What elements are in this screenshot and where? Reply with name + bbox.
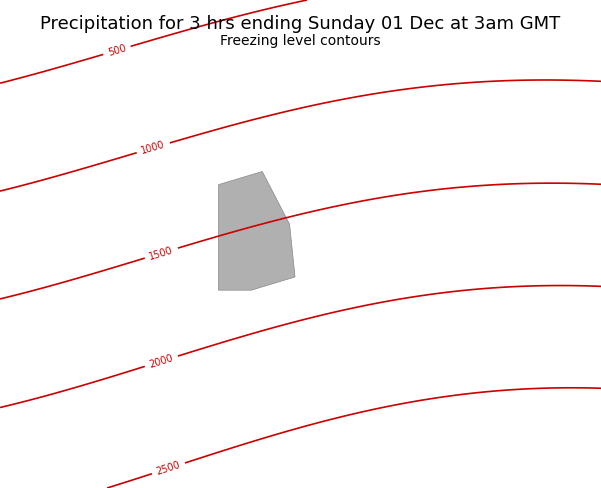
Polygon shape	[219, 171, 295, 290]
Text: 1000: 1000	[140, 140, 166, 156]
Text: 1500: 1500	[148, 245, 174, 262]
Text: Precipitation for 3 hrs ending Sunday 01 Dec at 3am GMT: Precipitation for 3 hrs ending Sunday 01…	[40, 15, 561, 33]
Text: Freezing level contours: Freezing level contours	[220, 34, 381, 48]
Text: 500: 500	[107, 43, 127, 58]
Text: 2500: 2500	[155, 460, 182, 477]
Text: 2000: 2000	[148, 353, 174, 370]
